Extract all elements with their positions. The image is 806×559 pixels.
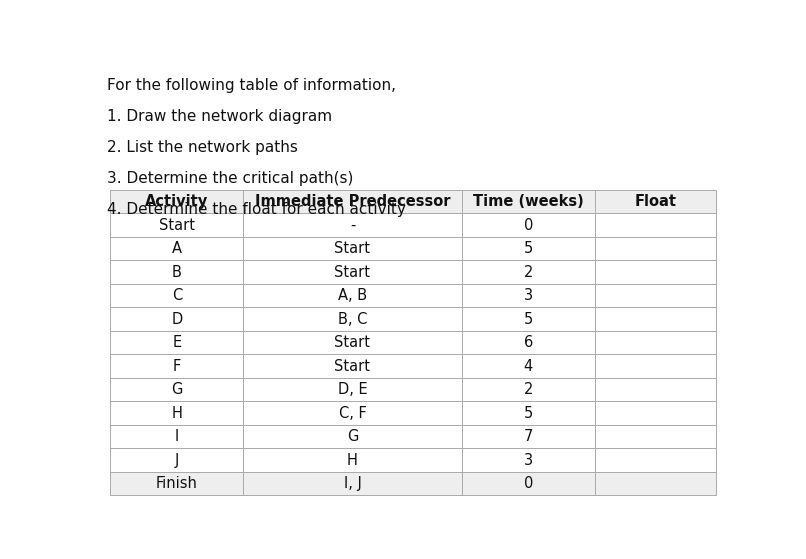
Bar xyxy=(462,448,595,472)
Bar xyxy=(110,237,243,260)
Text: Float: Float xyxy=(634,194,676,209)
Bar xyxy=(243,354,462,378)
Bar xyxy=(595,401,716,425)
Bar xyxy=(110,260,243,284)
Text: Start: Start xyxy=(334,358,371,373)
Text: 5: 5 xyxy=(524,241,533,256)
Bar xyxy=(462,214,595,237)
Bar xyxy=(110,307,243,331)
Bar xyxy=(243,378,462,401)
Text: G: G xyxy=(171,382,182,397)
Text: 4. Determine the float for each activity: 4. Determine the float for each activity xyxy=(107,202,406,217)
Text: Finish: Finish xyxy=(156,476,197,491)
Bar xyxy=(110,331,243,354)
Bar xyxy=(595,425,716,448)
Text: 0: 0 xyxy=(524,217,533,233)
Text: H: H xyxy=(347,453,358,467)
Text: For the following table of information,: For the following table of information, xyxy=(107,78,396,93)
Bar xyxy=(110,284,243,307)
Bar xyxy=(595,448,716,472)
Bar xyxy=(243,307,462,331)
Text: 3. Determine the critical path(s): 3. Determine the critical path(s) xyxy=(107,171,353,186)
Bar xyxy=(462,307,595,331)
Bar xyxy=(462,284,595,307)
Bar xyxy=(462,331,595,354)
Text: B: B xyxy=(172,264,181,280)
Text: E: E xyxy=(172,335,181,350)
Bar xyxy=(243,331,462,354)
Text: Start: Start xyxy=(334,241,371,256)
Bar xyxy=(110,425,243,448)
Bar xyxy=(595,190,716,214)
Text: G: G xyxy=(347,429,358,444)
Bar xyxy=(243,214,462,237)
Text: 7: 7 xyxy=(524,429,533,444)
Text: Start: Start xyxy=(334,264,371,280)
Bar xyxy=(243,237,462,260)
Text: B, C: B, C xyxy=(338,311,368,326)
Bar xyxy=(243,448,462,472)
Bar xyxy=(110,448,243,472)
Bar xyxy=(243,190,462,214)
Bar xyxy=(462,378,595,401)
Text: I, J: I, J xyxy=(343,476,361,491)
Bar xyxy=(595,354,716,378)
Text: Immediate Predecessor: Immediate Predecessor xyxy=(255,194,451,209)
Text: Start: Start xyxy=(334,335,371,350)
Bar xyxy=(462,237,595,260)
Bar xyxy=(595,378,716,401)
Bar xyxy=(595,307,716,331)
Bar xyxy=(110,190,243,214)
Bar xyxy=(462,190,595,214)
Text: Start: Start xyxy=(159,217,195,233)
Text: H: H xyxy=(172,406,182,420)
Text: I: I xyxy=(175,429,179,444)
Bar xyxy=(462,472,595,495)
Text: 3: 3 xyxy=(524,453,533,467)
Text: C: C xyxy=(172,288,182,303)
Bar xyxy=(595,472,716,495)
Text: 5: 5 xyxy=(524,311,533,326)
Text: C, F: C, F xyxy=(339,406,367,420)
Bar xyxy=(110,401,243,425)
Text: A: A xyxy=(172,241,182,256)
Bar xyxy=(110,354,243,378)
Bar xyxy=(243,401,462,425)
Bar xyxy=(595,237,716,260)
Text: 0: 0 xyxy=(524,476,533,491)
Text: 2. List the network paths: 2. List the network paths xyxy=(107,140,298,155)
Text: Time (weeks): Time (weeks) xyxy=(473,194,584,209)
Bar xyxy=(243,260,462,284)
Text: 5: 5 xyxy=(524,406,533,420)
Bar xyxy=(110,214,243,237)
Bar xyxy=(243,425,462,448)
Text: 6: 6 xyxy=(524,335,533,350)
Bar xyxy=(462,354,595,378)
Bar xyxy=(595,331,716,354)
Bar xyxy=(243,284,462,307)
Bar xyxy=(243,472,462,495)
Text: Activity: Activity xyxy=(145,194,209,209)
Bar xyxy=(462,260,595,284)
Text: -: - xyxy=(350,217,355,233)
Text: 2: 2 xyxy=(524,264,533,280)
Text: A, B: A, B xyxy=(338,288,367,303)
Bar xyxy=(462,425,595,448)
Bar xyxy=(462,401,595,425)
Bar xyxy=(595,214,716,237)
Bar xyxy=(595,284,716,307)
Text: F: F xyxy=(172,358,181,373)
Text: 4: 4 xyxy=(524,358,533,373)
Text: D, E: D, E xyxy=(338,382,368,397)
Bar xyxy=(595,260,716,284)
Text: D: D xyxy=(171,311,182,326)
Text: 3: 3 xyxy=(524,288,533,303)
Bar xyxy=(110,472,243,495)
Bar xyxy=(110,378,243,401)
Text: J: J xyxy=(175,453,179,467)
Text: 2: 2 xyxy=(524,382,533,397)
Text: 1. Draw the network diagram: 1. Draw the network diagram xyxy=(107,109,332,124)
